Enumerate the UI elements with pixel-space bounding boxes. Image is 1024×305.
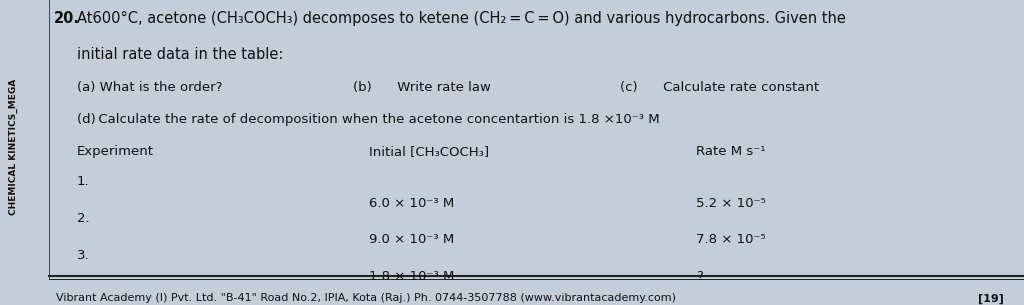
Text: 2.: 2. — [77, 212, 89, 225]
Text: 1.: 1. — [77, 175, 89, 188]
Text: Experiment: Experiment — [77, 145, 154, 158]
Text: Initial [CH₃COCH₃]: Initial [CH₃COCH₃] — [369, 145, 488, 158]
Text: initial rate data in the table:: initial rate data in the table: — [77, 47, 284, 62]
Text: 20.: 20. — [54, 11, 80, 26]
Text: 1.8 × 10⁻³ M: 1.8 × 10⁻³ M — [369, 270, 454, 283]
Text: CHEMICAL KINETICS_MEGA: CHEMICAL KINETICS_MEGA — [9, 78, 17, 214]
Text: 9.0 × 10⁻³ M: 9.0 × 10⁻³ M — [369, 233, 454, 246]
Text: [19]: [19] — [978, 293, 1004, 304]
Text: 5.2 × 10⁻⁵: 5.2 × 10⁻⁵ — [696, 197, 766, 210]
Text: Vibrant Academy (I) Pvt. Ltd. "B-41" Road No.2, IPIA, Kota (Raj.) Ph. 0744-35077: Vibrant Academy (I) Pvt. Ltd. "B-41" Roa… — [56, 293, 676, 303]
Text: ?: ? — [696, 270, 703, 283]
Text: Rate M s⁻¹: Rate M s⁻¹ — [696, 145, 766, 158]
Text: 7.8 × 10⁻⁵: 7.8 × 10⁻⁵ — [696, 233, 766, 246]
Text: 6.0 × 10⁻³ M: 6.0 × 10⁻³ M — [369, 197, 454, 210]
Text: (d) Calculate the rate of decomposition when the acetone concentartion is 1.8 ×1: (d) Calculate the rate of decomposition … — [77, 113, 659, 126]
Text: (c)      Calculate rate constant: (c) Calculate rate constant — [620, 81, 818, 94]
Text: 3.: 3. — [77, 249, 89, 262]
Text: At600°C, acetone (CH₃COCH₃) decomposes to ketene (CH₂ = C = O) and various hydro: At600°C, acetone (CH₃COCH₃) decomposes t… — [77, 11, 846, 26]
Text: (b)      Write rate law: (b) Write rate law — [353, 81, 492, 94]
Text: (a) What is the order?: (a) What is the order? — [77, 81, 222, 94]
